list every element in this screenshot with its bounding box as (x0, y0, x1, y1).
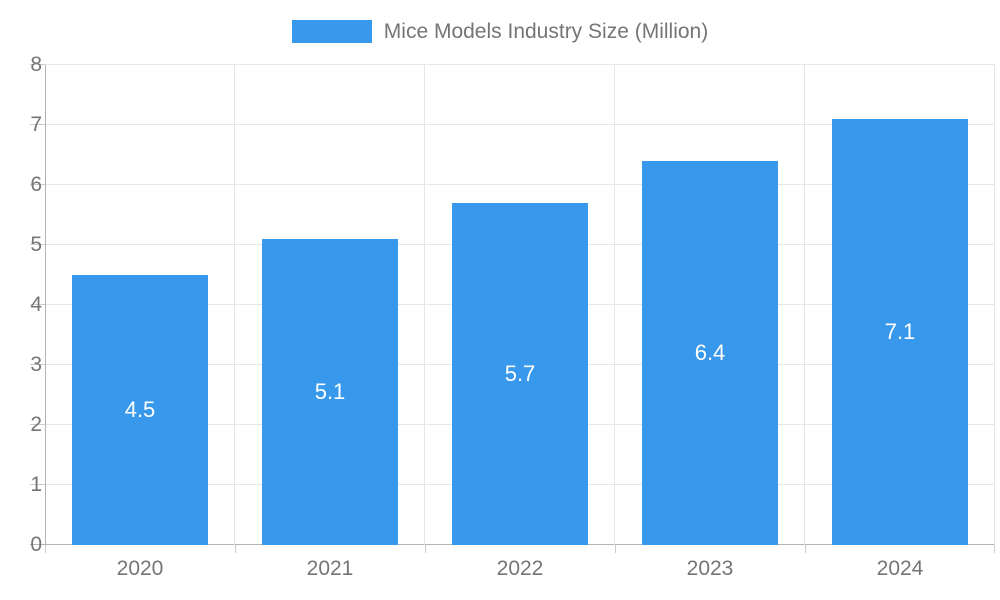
x-tick-mark (994, 545, 995, 553)
y-tick-mark (30, 184, 45, 185)
gridline-horizontal (45, 124, 995, 125)
y-tick-mark (30, 544, 45, 545)
y-axis-tick-label: 6 (30, 173, 42, 196)
gridline-vertical (614, 65, 615, 545)
gridline-horizontal (45, 64, 995, 65)
bar-2022[interactable]: 5.7 (452, 203, 588, 545)
bar-2020[interactable]: 4.5 (72, 275, 208, 545)
x-axis-category-label: 2022 (496, 557, 544, 580)
bar-value-label: 4.5 (124, 397, 156, 422)
y-tick-mark (30, 244, 45, 245)
bar-value-label: 5.1 (314, 379, 346, 404)
y-axis-tick-label: 1 (30, 473, 42, 496)
y-tick-mark (30, 124, 45, 125)
y-axis-tick-label: 7 (30, 113, 42, 136)
y-tick-mark (30, 484, 45, 485)
plot-area: 0 1 2 3 4 5 6 7 8 4.5 5.1 5.7 6.4 7.1 2020 2021 2022 2023… (30, 53, 995, 580)
bar-2021[interactable]: 5.1 (262, 239, 398, 545)
gridline-vertical (424, 65, 425, 545)
x-tick-mark (425, 545, 426, 553)
chart-legend: Mice Models Industry Size (Million) (0, 16, 1000, 46)
y-axis-line (45, 65, 46, 553)
gridline-vertical (234, 65, 235, 545)
x-tick-mark (45, 545, 46, 553)
bar-2023[interactable]: 6.4 (642, 161, 778, 545)
x-axis-category-label: 2024 (876, 557, 924, 580)
y-axis-tick-label: 4 (30, 293, 42, 316)
gridline-vertical (804, 65, 805, 545)
y-axis-tick-label: 8 (30, 53, 42, 76)
y-axis-tick-label: 2 (30, 413, 42, 436)
bar-2024[interactable]: 7.1 (832, 119, 968, 545)
x-axis-category-label: 2020 (116, 557, 164, 580)
x-tick-mark (805, 545, 806, 553)
y-axis-tick-label: 3 (30, 353, 42, 376)
x-axis-category-label: 2021 (306, 557, 354, 580)
legend-series-label: Mice Models Industry Size (Million) (383, 19, 709, 43)
gridline-vertical (994, 65, 995, 545)
bar-value-label: 7.1 (884, 319, 916, 344)
y-tick-mark (30, 424, 45, 425)
bar-value-label: 6.4 (694, 340, 726, 365)
bar-value-label: 5.7 (504, 361, 536, 386)
y-tick-mark (30, 64, 45, 65)
y-tick-mark (30, 364, 45, 365)
legend-color-swatch (291, 19, 372, 43)
y-axis-tick-label: 5 (30, 233, 42, 256)
y-tick-mark (30, 304, 45, 305)
x-axis-category-label: 2023 (686, 557, 734, 580)
x-tick-mark (235, 545, 236, 553)
y-axis-tick-label: 0 (30, 533, 42, 556)
x-tick-mark (615, 545, 616, 553)
gridline-horizontal (45, 184, 995, 185)
